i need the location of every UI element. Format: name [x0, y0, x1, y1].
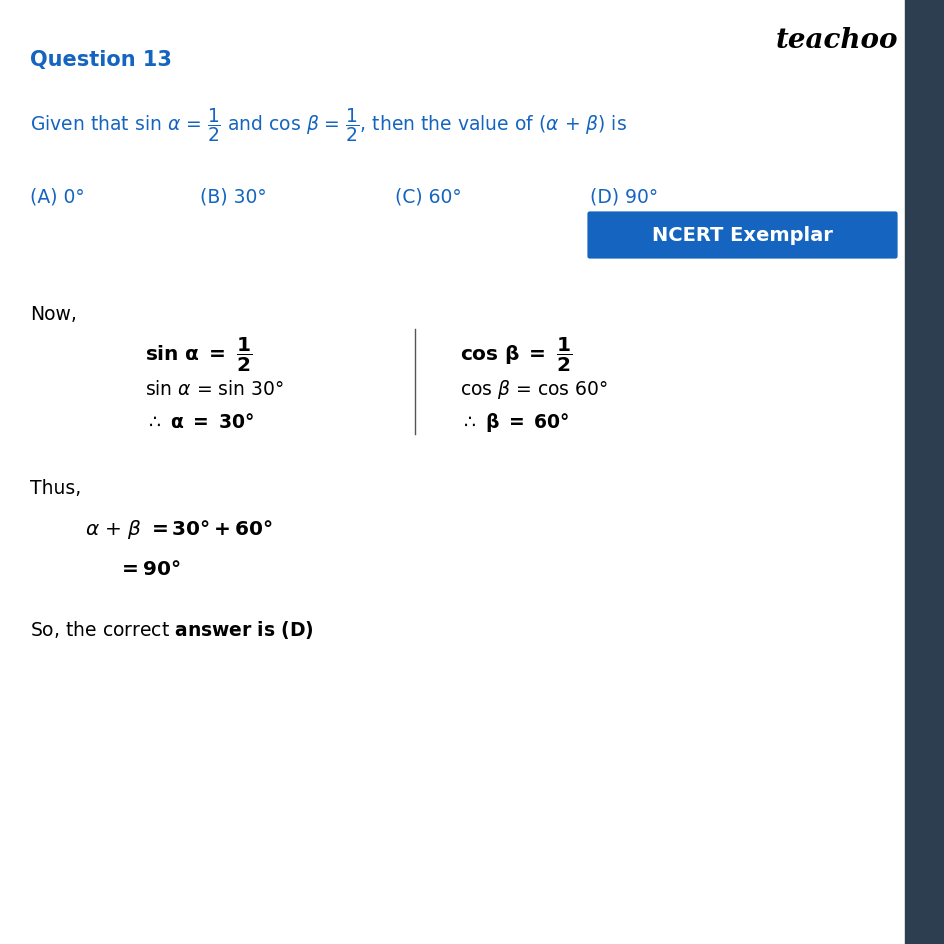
- Text: Question 13: Question 13: [30, 50, 172, 70]
- Text: (D) 90°: (D) 90°: [589, 187, 657, 207]
- Text: Thus,: Thus,: [30, 479, 81, 498]
- Text: $\therefore$ $\mathbf{\beta}$ $\mathbf{=\ 60°}$: $\therefore$ $\mathbf{\beta}$ $\mathbf{=…: [460, 411, 569, 434]
- Text: (A) 0°: (A) 0°: [30, 187, 85, 207]
- Text: $\mathbf{sin\ \alpha}$ $\mathbf{=}$ $\mathbf{\dfrac{1}{2}}$: $\mathbf{sin\ \alpha}$ $\mathbf{=}$ $\ma…: [144, 335, 252, 374]
- Text: $\mathbf{cos\ \beta}$ $\mathbf{=}$ $\mathbf{\dfrac{1}{2}}$: $\mathbf{cos\ \beta}$ $\mathbf{=}$ $\mat…: [460, 335, 571, 374]
- Text: cos $\beta$ = cos 60°: cos $\beta$ = cos 60°: [460, 379, 607, 401]
- Text: teachoo: teachoo: [775, 27, 897, 54]
- FancyBboxPatch shape: [585, 211, 898, 261]
- Text: NCERT Exemplar: NCERT Exemplar: [651, 227, 832, 245]
- Text: $\mathbf{= 90°}$: $\mathbf{= 90°}$: [118, 560, 181, 579]
- Text: $\therefore$ $\mathbf{\alpha}$ $\mathbf{=\ 30°}$: $\therefore$ $\mathbf{\alpha}$ $\mathbf{…: [144, 413, 254, 432]
- Text: Now,: Now,: [30, 305, 76, 324]
- Text: $\mathit{\alpha}$ + $\mathit{\beta}$ $\mathbf{= 30° + 60°}$: $\mathit{\alpha}$ + $\mathit{\beta}$ $\m…: [85, 518, 273, 541]
- Text: (B) 30°: (B) 30°: [200, 187, 266, 207]
- Text: So, the correct $\mathbf{answer\ is\ (D)}$: So, the correct $\mathbf{answer\ is\ (D)…: [30, 618, 313, 640]
- Bar: [904, 0, 944, 944]
- Text: Given that sin $\alpha$ = $\dfrac{1}{2}$ and cos $\beta$ = $\dfrac{1}{2}$, then : Given that sin $\alpha$ = $\dfrac{1}{2}$…: [30, 106, 627, 143]
- Text: sin $\alpha$ = sin 30°: sin $\alpha$ = sin 30°: [144, 380, 284, 399]
- Text: (C) 60°: (C) 60°: [395, 187, 461, 207]
